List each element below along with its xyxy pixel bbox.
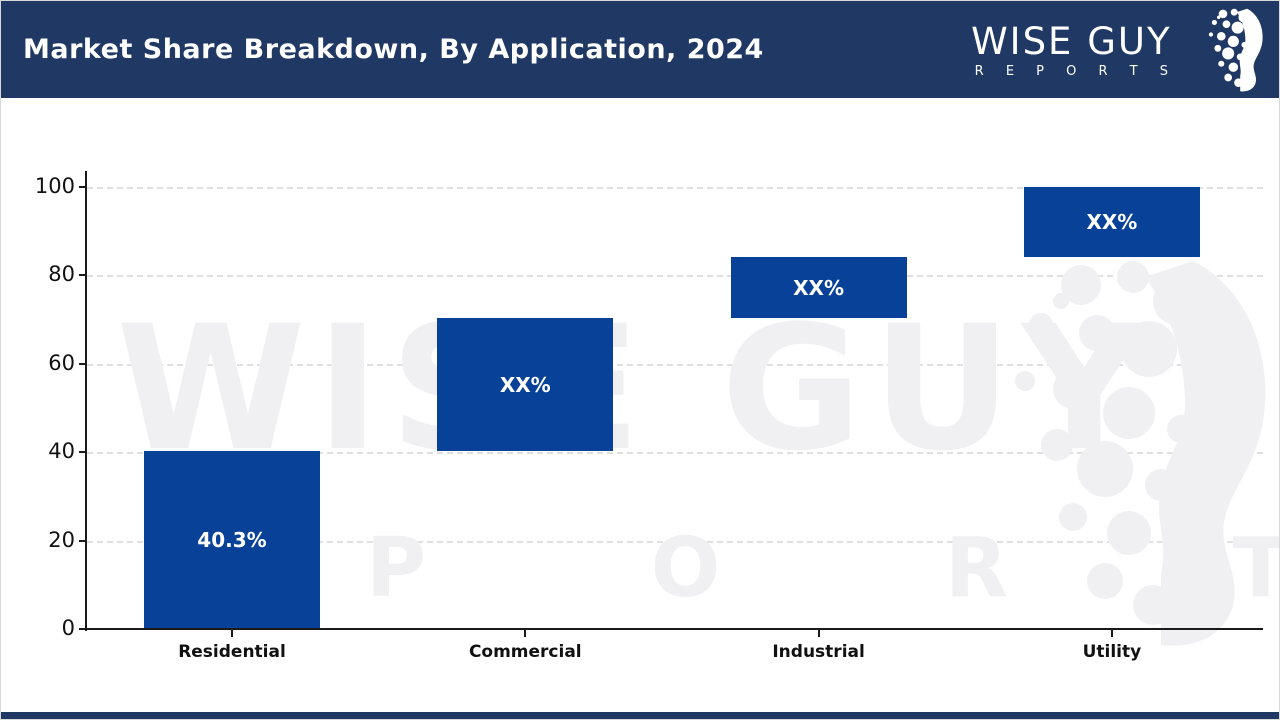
- x-axis-category-label: Commercial: [468, 642, 582, 662]
- gridline-60: [87, 363, 1263, 366]
- gridline-80: [87, 275, 1263, 278]
- y-tick-mark: [79, 628, 87, 630]
- logo-wordmark: WISE GUY: [971, 19, 1172, 63]
- y-axis: [85, 171, 87, 631]
- y-tick-mark: [79, 539, 87, 542]
- y-axis-tick-label: 100: [34, 174, 75, 198]
- footer-stripe: [1, 712, 1279, 719]
- bar-industrial: XX%: [730, 257, 907, 319]
- wiseguy-logo: WISE GUY R E P O R T S: [966, 7, 1267, 93]
- y-tick-mark: [79, 362, 87, 365]
- logo-face-icon: [1208, 8, 1263, 92]
- y-axis-tick-label: 0: [61, 616, 75, 640]
- x-tick-mark: [231, 630, 233, 637]
- logo-text: WISE GUY R E P O R T S: [966, 19, 1177, 79]
- x-tick-mark: [1110, 630, 1113, 637]
- y-tick-mark: [79, 186, 87, 188]
- page-title: Market Share Breakdown, By Application, …: [23, 34, 764, 65]
- x-tick-mark: [817, 630, 820, 637]
- bar-value-label: XX%: [793, 275, 845, 300]
- bar-residential: 40.3%: [144, 450, 320, 629]
- x-axis-category-label: Utility: [1082, 642, 1142, 662]
- header-bar: Market Share Breakdown, By Application, …: [1, 1, 1279, 98]
- y-axis-tick-label: 20: [48, 527, 75, 552]
- y-axis-tick-label: 40: [48, 439, 75, 464]
- gridline-20: [87, 540, 1263, 543]
- y-tick-mark: [79, 451, 87, 454]
- watermark-subtext: P O R T S: [366, 521, 1279, 616]
- y-axis-tick-label: 80: [48, 262, 75, 287]
- x-tick-mark: [524, 630, 527, 637]
- bar-value-label: XX%: [499, 372, 551, 397]
- x-axis: [85, 628, 1263, 630]
- gridline-40: [87, 452, 1263, 455]
- y-tick-mark: [79, 274, 87, 277]
- bar-utility: XX%: [1023, 187, 1200, 258]
- bar-value-label: XX%: [1086, 210, 1138, 235]
- bar-value-label: 40.3%: [197, 527, 267, 552]
- chart-area: WISE GUY P O R T S 02040608010040.3%Resi…: [1, 98, 1279, 715]
- gridline-100: [87, 187, 1263, 189]
- x-axis-category-label: Industrial: [772, 642, 865, 662]
- y-axis-tick-label: 60: [48, 350, 75, 375]
- logo-subtext: R E P O R T S: [974, 63, 1177, 79]
- bar-commercial: XX%: [437, 318, 614, 451]
- x-axis-category-label: Residential: [178, 642, 286, 662]
